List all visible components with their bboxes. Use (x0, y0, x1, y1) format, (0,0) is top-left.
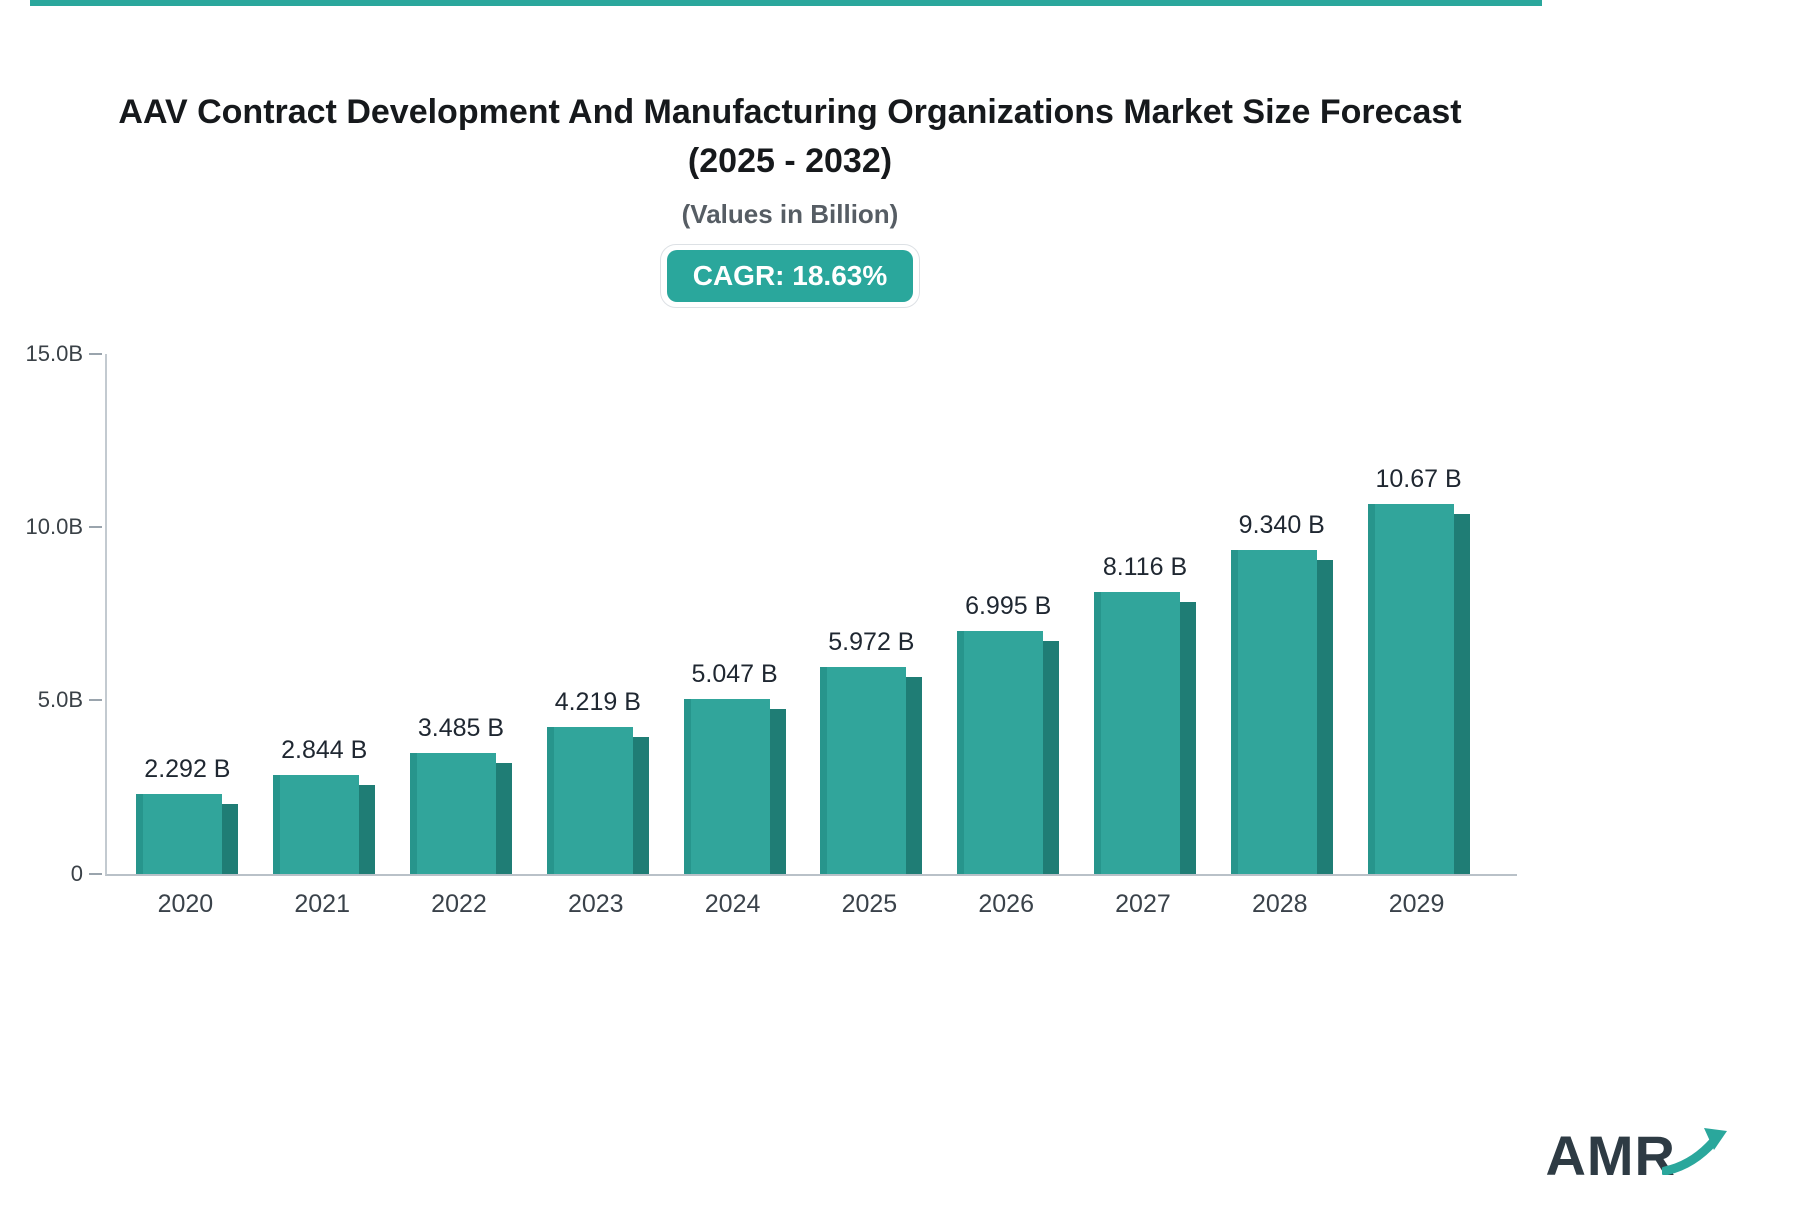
bar (957, 631, 1060, 874)
bar-side-face (1316, 559, 1333, 874)
y-tick-label: 10.0B (25, 513, 84, 539)
bar-face (1367, 503, 1454, 874)
y-tick-label: 15.0B (25, 340, 84, 366)
cagr-badge-outline: CAGR: 18.63% (659, 243, 921, 308)
bar-group: 4.219 B (529, 688, 666, 874)
bar-side-face (1453, 513, 1470, 874)
bar-value-label: 2.292 B (144, 755, 231, 784)
bar-face (1230, 549, 1317, 874)
bar-value-label: 10.67 B (1375, 464, 1462, 493)
bar (820, 666, 923, 874)
y-tick-mark (89, 699, 102, 702)
x-axis-label: 2023 (567, 889, 624, 918)
x-axis-label: 2020 (157, 889, 214, 918)
bar-side-face (769, 708, 786, 874)
amr-logo-text: AMR (1545, 1124, 1676, 1187)
y-tick-label: 0 (70, 860, 83, 886)
bar-face (409, 752, 496, 874)
bar-value-label: 9.340 B (1238, 510, 1325, 539)
bar-side-face (359, 785, 376, 874)
bar-face (546, 727, 633, 874)
bar-face (957, 631, 1044, 874)
chart-title-line1: AAV Contract Development And Manufacturi… (118, 93, 1462, 131)
bar-side-face (222, 804, 239, 874)
bar-side-face (906, 676, 923, 874)
bar (1230, 549, 1333, 874)
x-axis-label: 2026 (978, 889, 1034, 918)
bar (409, 752, 512, 874)
amr-logo: AMR (1545, 1127, 1728, 1184)
bar (683, 698, 786, 874)
amr-logo-arrow-icon (1660, 1127, 1728, 1180)
bar (1093, 592, 1196, 874)
bar-group: 9.340 B (1213, 511, 1350, 874)
bar-side-face (632, 737, 649, 874)
x-axis-label: 2024 (704, 889, 761, 918)
x-axis-label: 2029 (1388, 889, 1445, 918)
y-tick-label: 5.0B (37, 687, 83, 713)
bar-side-face (495, 762, 512, 874)
bar-group: 2.844 B (256, 736, 393, 874)
chart-title-line2: (2025 - 2032) (687, 142, 893, 181)
bar-value-label: 5.047 B (691, 659, 778, 688)
bar-group: 5.972 B (803, 628, 940, 874)
bar-group: 10.67 B (1350, 465, 1487, 874)
bar-value-label: 4.219 B (554, 688, 641, 717)
bar-side-face (1179, 602, 1196, 874)
bar-face (273, 775, 360, 874)
bar-side-face (1043, 641, 1060, 874)
bar (273, 775, 376, 874)
bar (546, 727, 649, 874)
x-axis-label: 2021 (294, 889, 350, 918)
cagr-badge: CAGR: 18.63% (666, 249, 914, 302)
chart-header: AAV Contract Development And Manufacturi… (30, 0, 1550, 308)
bar-group: 2.292 B (119, 755, 256, 874)
x-axis-label: 2022 (431, 889, 487, 918)
bar-face (820, 666, 907, 874)
top-accent-bar (30, 0, 1542, 6)
y-tick-mark (89, 352, 102, 355)
bar-value-label: 5.972 B (828, 627, 915, 656)
bar-face (683, 698, 770, 874)
bars-row: 2.292 B 2.844 B 3.485 B 4.219 B 5.047 B 5.972… (107, 354, 1517, 874)
chart-area: 2.292 B 2.844 B 3.485 B 4.219 B 5.047 B 5.972… (26, 341, 1550, 919)
y-tick-mark (89, 872, 102, 875)
y-tick-mark (89, 525, 102, 528)
bar-face (1093, 592, 1180, 874)
bar-face (136, 794, 223, 874)
bar-value-label: 6.995 B (965, 592, 1052, 621)
bar-group: 8.116 B (1077, 553, 1214, 874)
x-axis-label: 2027 (1115, 889, 1171, 918)
bar-value-label: 3.485 B (417, 713, 505, 742)
bar (1367, 503, 1470, 874)
bar-value-label: 2.844 B (281, 736, 368, 765)
bar-group: 3.485 B (393, 714, 530, 874)
bar-group: 5.047 B (666, 660, 803, 874)
bar-group: 6.995 B (940, 592, 1077, 874)
plot-area: 2.292 B 2.844 B 3.485 B 4.219 B 5.047 B 5.972… (26, 341, 1517, 886)
x-axis-label: 2028 (1251, 889, 1308, 918)
bar-value-label: 8.116 B (1102, 553, 1188, 582)
chart-subtitle: (Values in Billion) (681, 198, 899, 229)
bar (136, 794, 239, 874)
x-axis-labels: 2020 2021 2022 2023 2024 2025 2026 2027 2028 2029 (105, 890, 1515, 919)
chart-card: AAV Contract Development And Manufacturi… (26, 0, 1550, 919)
x-axis-label: 2025 (841, 889, 898, 918)
